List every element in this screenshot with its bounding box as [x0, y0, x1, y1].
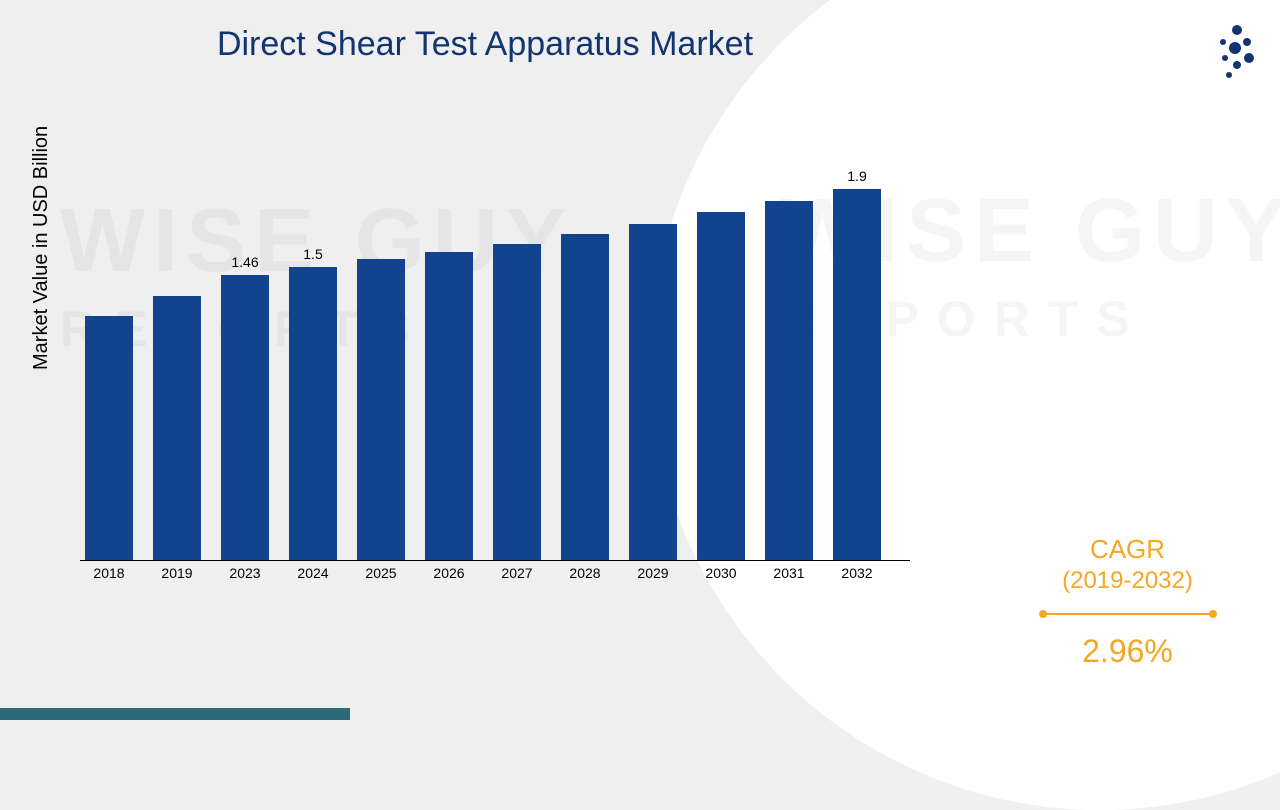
x-tick-label: 2028 [561, 565, 609, 581]
bar [85, 316, 133, 560]
bar-value-label: 1.5 [289, 246, 337, 262]
logo-sub-text: R E P O R T S [976, 59, 1170, 80]
bar [697, 212, 745, 560]
cagr-value: 2.96% [1000, 633, 1255, 670]
bar [357, 259, 405, 560]
x-tick-label: 2019 [153, 565, 201, 581]
x-tick-label: 2025 [357, 565, 405, 581]
bar [629, 224, 677, 560]
x-tick-label: 2031 [765, 565, 813, 581]
logo-main-text: WISE GUY [976, 20, 1170, 57]
x-tick-label: 2023 [221, 565, 269, 581]
bar [765, 201, 813, 560]
x-tick-label: 2027 [493, 565, 541, 581]
bar [425, 252, 473, 560]
x-tick-label: 2030 [697, 565, 745, 581]
bar [289, 267, 337, 560]
x-tick-label: 2029 [629, 565, 677, 581]
bar [153, 296, 201, 560]
cagr-block: CAGR (2019-2032) 2.96% [1000, 534, 1255, 670]
bar [221, 275, 269, 560]
brand-logo: WISE GUY R E P O R T S [976, 20, 1170, 80]
chart-baseline [80, 560, 910, 561]
bar-value-label: 1.46 [221, 254, 269, 270]
chart-title: Direct Shear Test Apparatus Market [60, 25, 910, 64]
x-tick-label: 2024 [289, 565, 337, 581]
bottom-accent-bar [0, 708, 350, 720]
x-tick-label: 2026 [425, 565, 473, 581]
bar [493, 244, 541, 560]
bar [561, 234, 609, 560]
cagr-title: CAGR [1000, 534, 1255, 565]
bar-value-label: 1.9 [833, 168, 881, 184]
x-tick-label: 2018 [85, 565, 133, 581]
cagr-period: (2019-2032) [1000, 567, 1255, 595]
bar-chart: 1.46 1.5 1.9 [80, 150, 910, 560]
logo-head-icon [1185, 10, 1265, 105]
y-axis-label: Market Value in USD Billion [30, 126, 53, 370]
bar [833, 189, 881, 560]
cagr-divider [1043, 613, 1213, 615]
x-tick-label: 2032 [833, 565, 881, 581]
